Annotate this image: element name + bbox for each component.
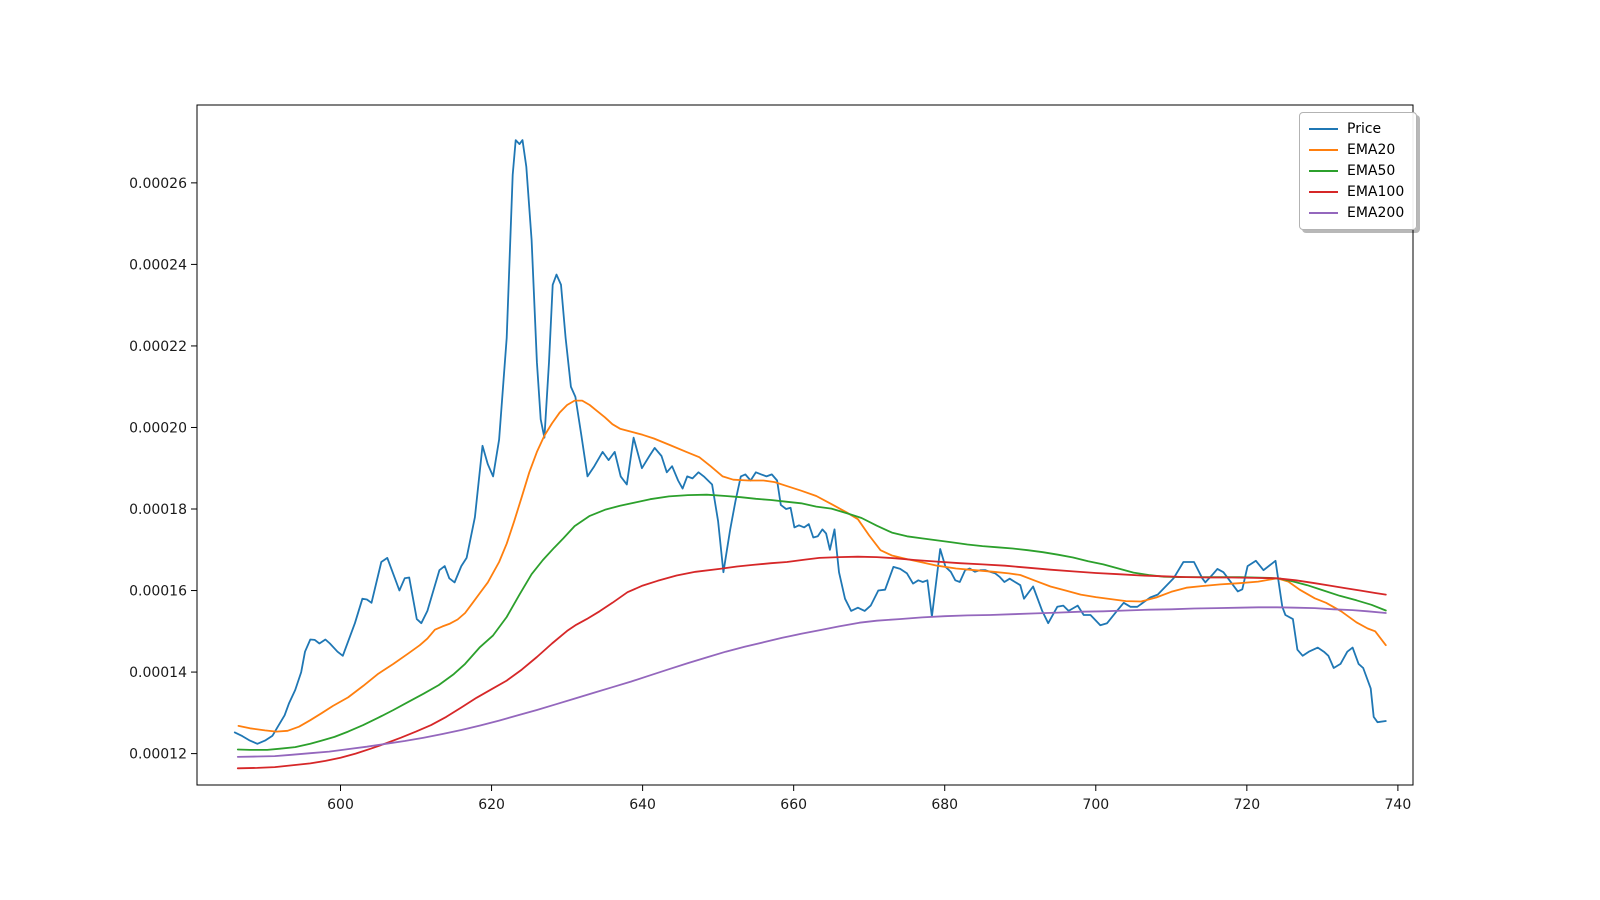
x-tick-label: 720 [1233, 797, 1260, 813]
legend-line-swatch-ema20 [1309, 149, 1338, 151]
x-tick-label: 600 [327, 797, 354, 813]
legend-label: EMA100 [1347, 184, 1405, 200]
y-tick-label: 0.00022 [129, 339, 187, 355]
legend-item-ema20: EMA20 [1309, 141, 1404, 159]
legend-label: EMA50 [1347, 163, 1396, 179]
legend-label: EMA20 [1347, 142, 1396, 158]
axes-frame [196, 104, 1414, 786]
x-tick-label: 640 [629, 797, 656, 813]
legend-item-ema100: EMA100 [1309, 183, 1404, 201]
y-tick-label: 0.00014 [129, 665, 187, 681]
y-tick-label: 0.00016 [129, 584, 187, 600]
legend-line-swatch-ema200 [1309, 212, 1338, 214]
y-tick-label: 0.00018 [129, 502, 187, 518]
y-tick-label: 0.00012 [129, 747, 187, 763]
series-line-ema100 [236, 555, 1387, 770]
series-line-ema200 [236, 606, 1387, 758]
x-tick-label: 660 [780, 797, 807, 813]
chart-legend: Price EMA20 EMA50 EMA100 EMA200 [1299, 112, 1418, 230]
series-line-price [233, 139, 1387, 745]
series-line-ema20 [237, 399, 1387, 733]
x-tick-label: 740 [1385, 797, 1412, 813]
legend-item-ema50: EMA50 [1309, 162, 1404, 180]
y-tick-label: 0.00026 [129, 176, 187, 192]
legend-label: Price [1347, 121, 1382, 137]
legend-line-swatch-ema50 [1309, 170, 1338, 172]
x-tick-label: 700 [1082, 797, 1109, 813]
x-tick-label: 620 [478, 797, 505, 813]
legend-line-swatch-price [1309, 128, 1338, 130]
x-tick-label: 680 [931, 797, 958, 813]
y-tick-label: 0.00024 [129, 257, 187, 273]
legend-label: EMA200 [1347, 205, 1405, 221]
legend-item-ema200: EMA200 [1309, 204, 1404, 222]
y-tick-label: 0.00020 [129, 420, 187, 436]
legend-line-swatch-ema100 [1309, 191, 1338, 193]
legend-item-price: Price [1309, 120, 1404, 138]
